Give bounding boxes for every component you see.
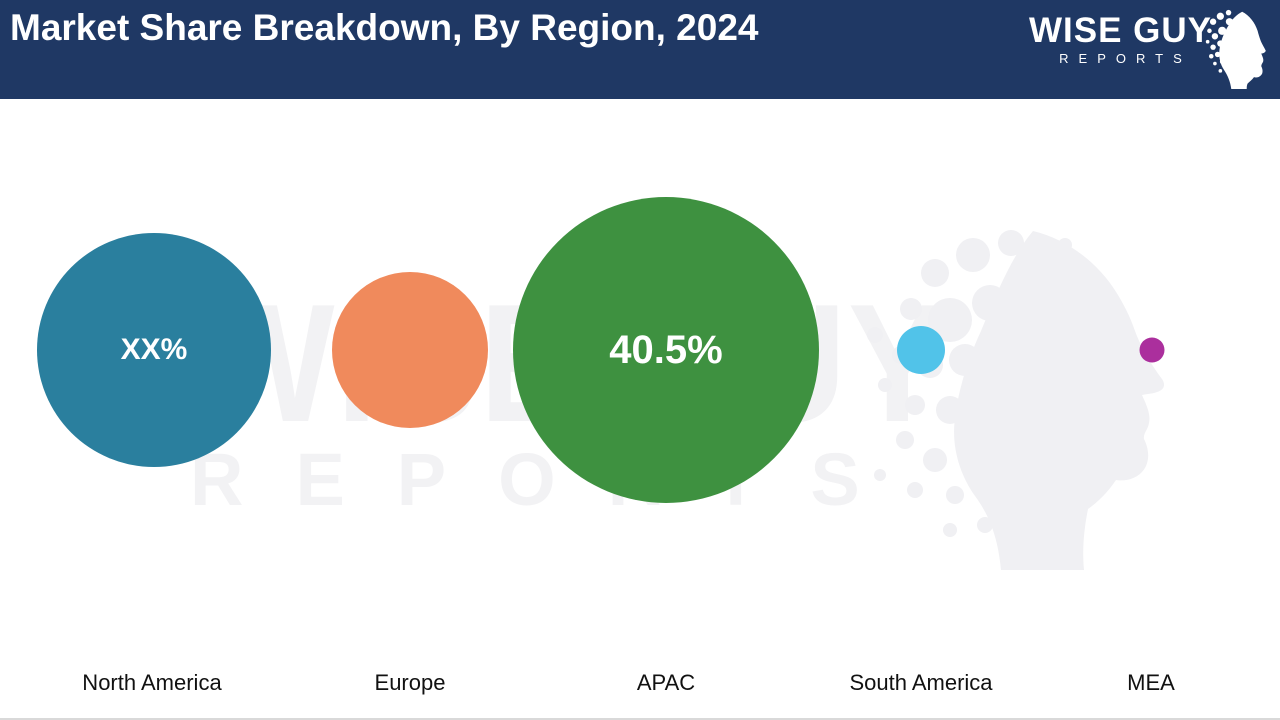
category-label-europe: Europe (374, 670, 446, 695)
bubble-value-label: 40.5% (609, 327, 723, 372)
watermark-head-icon (867, 230, 1165, 570)
logo-wordmark: WISE GUY (1028, 11, 1212, 50)
bubble-south-america (897, 326, 945, 374)
page-title: Market Share Breakdown, By Region, 2024 (10, 7, 759, 48)
bubble-apac: 40.5% (513, 197, 819, 503)
logo-sub-wordmark: REPORTS (1059, 51, 1192, 66)
bubble-north-america: XX% (37, 233, 271, 467)
bubble-europe (332, 272, 488, 428)
bottom-divider (0, 718, 1280, 720)
watermark-sub-wordmark: REPORTS (190, 438, 912, 521)
header: Market Share Breakdown, By Region, 2024 … (0, 0, 1280, 99)
bubble-value-label: XX% (120, 333, 188, 366)
wise-guy-logo: WISE GUY REPORTS (1029, 9, 1266, 89)
logo-head-icon (1205, 9, 1266, 89)
bubble-chart: WISE GUY REPORTS XX% (0, 99, 1280, 718)
category-label-mea: MEA (1127, 670, 1175, 695)
category-label-apac: APAC (636, 670, 696, 695)
category-label-north-america: North America (82, 670, 222, 695)
logo-text: WISE GUY REPORTS (1029, 13, 1212, 66)
category-label-south-america: South America (849, 670, 993, 695)
bubble-mea (1139, 337, 1165, 363)
